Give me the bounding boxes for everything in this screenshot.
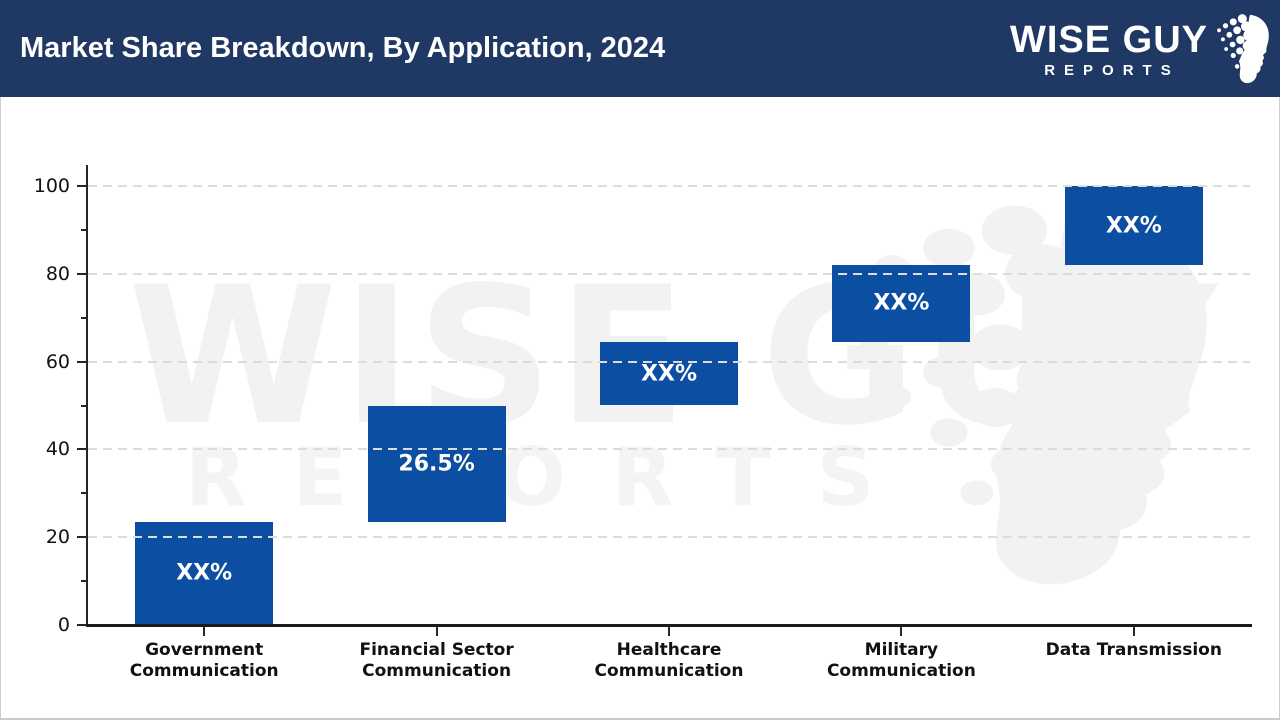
x-category-label-line: Healthcare (616, 640, 722, 660)
y-axis-tick (77, 536, 86, 539)
bar-data-transmission (1064, 186, 1203, 266)
logo-text: WISE GUY REPORTS (1010, 20, 1208, 79)
y-gridline (88, 272, 1250, 275)
bar-value-label: XX% (1105, 213, 1162, 238)
y-axis-minor-tick (81, 492, 86, 495)
y-axis-minor-tick (81, 580, 86, 583)
bar-healthcare-communication (600, 341, 738, 406)
page-border-left (0, 97, 1, 720)
wiseguy-logo: WISE GUY REPORTS (1010, 8, 1272, 90)
x-category-label: Military Communication (781, 640, 1021, 682)
x-category-label-line: Communication (129, 661, 279, 681)
x-category-label-line: Government (145, 640, 264, 660)
y-gridline (88, 185, 1250, 187)
x-axis-tick (435, 627, 438, 636)
bar-value-label: XX% (641, 361, 697, 387)
y-axis-tick (77, 360, 86, 363)
bar-value-label: 26.5% (398, 451, 475, 477)
y-axis-tick-label: 0 (57, 614, 70, 636)
x-axis-line (86, 624, 1252, 627)
x-category-label: Government Communication (84, 640, 324, 682)
page-title: Market Share Breakdown, By Application, … (20, 32, 666, 64)
y-axis-minor-tick (81, 404, 86, 407)
y-axis-tick (77, 624, 86, 626)
y-axis-tick (77, 448, 86, 451)
x-axis-tick (1132, 627, 1135, 636)
wiseguy-face-logo-icon (1210, 10, 1272, 88)
x-category-label: Financial Sector Communication (317, 640, 557, 682)
x-category-label-line: Communication (362, 661, 512, 681)
y-axis-line (86, 165, 88, 627)
y-axis-tick (77, 272, 86, 275)
y-axis-tick-label: 20 (45, 526, 70, 549)
y-axis-tick-label: 100 (33, 175, 70, 197)
y-gridline (88, 536, 1250, 539)
y-axis-tick-label: 60 (45, 350, 70, 373)
x-axis-tick (900, 627, 903, 636)
x-category-label: Data Transmission (1014, 640, 1254, 661)
x-category-label-line: Financial Sector (359, 640, 514, 660)
x-category-label: Healthcare Communication (549, 640, 789, 682)
bar-military-communication (832, 265, 971, 342)
logo-brand-name: WISE GUY (1009, 18, 1208, 61)
y-axis-tick-label: 80 (45, 262, 70, 285)
bar-value-label: XX% (873, 290, 930, 316)
bar-value-label: XX% (176, 560, 233, 586)
y-axis-minor-tick (81, 316, 86, 319)
y-axis-tick-label: 40 (45, 438, 70, 461)
header-bar: Market Share Breakdown, By Application, … (0, 0, 1280, 97)
x-category-label-line: Communication (594, 661, 744, 681)
bar-government-communication (135, 521, 274, 625)
y-gridline (88, 448, 1250, 451)
y-gridline (88, 360, 1250, 363)
x-category-label-line: Military (864, 640, 939, 660)
page-border-bottom (0, 718, 1280, 720)
x-category-label-line: Communication (826, 661, 976, 681)
x-axis-tick (203, 627, 206, 636)
y-axis-minor-tick (81, 228, 86, 231)
y-axis-tick (77, 185, 86, 187)
bar-financial-sector-communication (367, 405, 506, 522)
x-axis-tick (668, 627, 670, 636)
x-category-label-line: Data Transmission (1045, 640, 1222, 660)
logo-brand-subtitle: REPORTS (1044, 61, 1180, 79)
